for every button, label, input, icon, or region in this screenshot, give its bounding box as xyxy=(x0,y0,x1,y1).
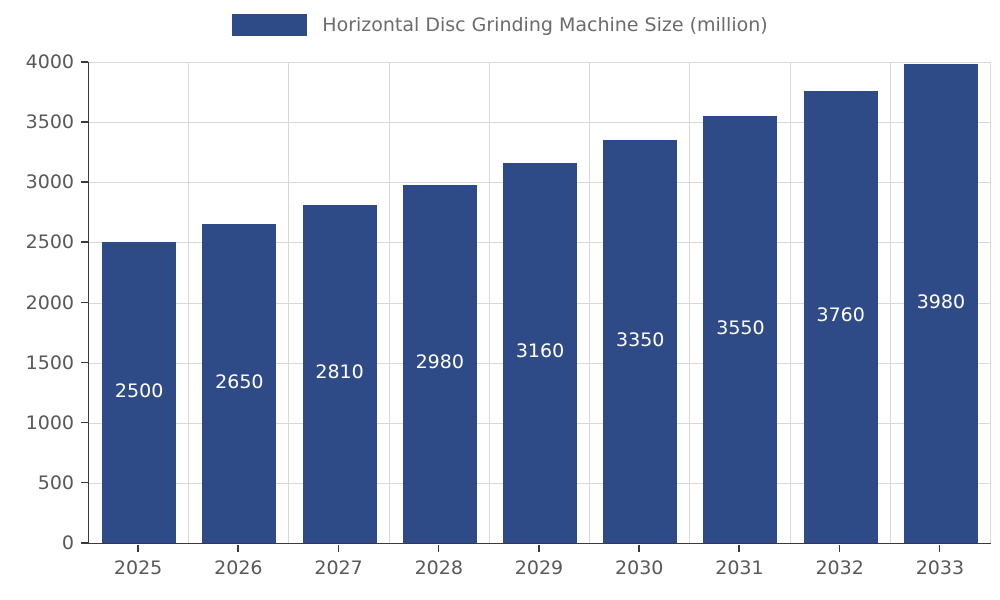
x-tick-label: 2031 xyxy=(715,557,764,579)
x-tick-label: 2032 xyxy=(815,557,864,579)
bar-value-label: 3160 xyxy=(515,340,565,362)
y-tick-mark xyxy=(81,121,88,123)
x-tick-mark xyxy=(237,545,239,552)
x-tick-label: 2030 xyxy=(615,557,664,579)
bar-value-label: 2980 xyxy=(415,350,464,373)
bar xyxy=(703,116,777,543)
bar-value-label: 3760 xyxy=(816,303,865,326)
gridline-vertical xyxy=(188,62,190,543)
x-tick-label: 2025 xyxy=(113,557,163,579)
y-tick-mark xyxy=(81,61,88,63)
x-tick-mark xyxy=(437,545,440,552)
bar xyxy=(303,205,377,543)
gridline-vertical xyxy=(589,62,591,543)
y-tick-mark xyxy=(81,361,88,364)
bar xyxy=(904,64,978,543)
y-tick-label: 1000 xyxy=(25,411,74,434)
gridline-vertical xyxy=(288,62,290,543)
gridline-horizontal xyxy=(89,122,991,124)
y-tick-mark xyxy=(81,421,88,424)
legend: Horizontal Disc Grinding Machine Size (m… xyxy=(0,14,1000,36)
bar xyxy=(603,140,677,543)
y-tick-label: 4000 xyxy=(25,51,74,73)
x-tick-mark xyxy=(738,545,740,552)
y-tick-label: 2000 xyxy=(25,291,74,314)
x-tick-mark xyxy=(538,545,540,552)
legend-label: Horizontal Disc Grinding Machine Size (m… xyxy=(322,14,768,36)
bar-value-label: 2500 xyxy=(114,379,164,402)
bar-value-label: 3550 xyxy=(716,316,765,339)
y-tick-mark xyxy=(81,181,88,183)
x-tick-label: 2026 xyxy=(214,557,263,579)
y-tick-label: 1500 xyxy=(25,351,74,374)
x-tick-mark xyxy=(938,545,941,552)
y-tick-mark xyxy=(81,542,88,544)
gridline-vertical xyxy=(388,62,390,543)
x-tick-mark xyxy=(137,545,139,552)
x-tick-mark xyxy=(638,545,640,552)
bar xyxy=(202,224,276,543)
bar xyxy=(403,184,477,543)
x-tick-mark xyxy=(838,545,841,552)
bar-value-label: 3350 xyxy=(616,328,665,351)
y-tick-mark xyxy=(81,241,88,243)
bar xyxy=(503,163,577,543)
x-tick-label: 2027 xyxy=(314,557,363,579)
y-tick-mark xyxy=(81,481,88,484)
x-tick-label: 2028 xyxy=(414,557,463,579)
x-tick-label: 2033 xyxy=(915,557,965,579)
y-tick-mark xyxy=(81,301,88,303)
bar-value-label: 2810 xyxy=(315,361,364,384)
legend-swatch xyxy=(232,14,308,36)
bar xyxy=(102,242,176,543)
x-tick-mark xyxy=(337,545,340,552)
bar-value-label: 3980 xyxy=(916,290,966,313)
y-tick-label: 3000 xyxy=(25,171,74,194)
bar xyxy=(804,90,878,543)
gridline-vertical xyxy=(789,62,791,543)
gridline-vertical xyxy=(990,62,991,543)
x-tick-label: 2029 xyxy=(514,557,564,579)
gridline-horizontal xyxy=(89,62,991,63)
bar-value-label: 2650 xyxy=(215,370,264,393)
gridline-vertical xyxy=(488,62,490,543)
y-tick-label: 500 xyxy=(37,471,74,494)
y-tick-label: 3500 xyxy=(25,111,74,134)
gridline-vertical xyxy=(689,62,691,543)
plot-area: 2500 2650 2810 2980 3160 3350 3550 3760 3980 xyxy=(88,62,991,544)
gridline-vertical xyxy=(889,62,891,543)
y-tick-label: 2500 xyxy=(25,231,74,254)
y-tick-label: 0 xyxy=(61,532,74,554)
